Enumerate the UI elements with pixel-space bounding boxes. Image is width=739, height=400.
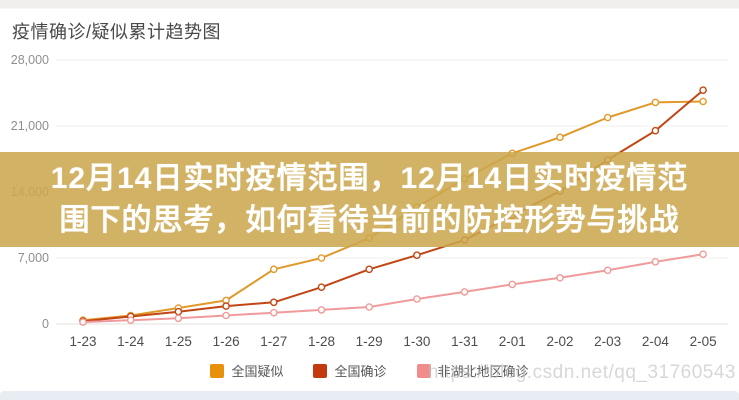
x-axis-tick-label: 1-27 <box>260 334 287 349</box>
chart-title: 疫情确诊/疑似累计趋势图 <box>12 22 221 42</box>
data-point-全国确诊 <box>222 302 230 310</box>
headline-overlay-line1: 12月14日实时疫情范围，12月14日实时疫情范 <box>50 161 689 195</box>
data-point-全国疑似 <box>317 254 326 262</box>
data-point-全国疑似 <box>269 265 278 274</box>
y-axis-tick-label: 28,000 <box>11 53 49 67</box>
series-line-非湖北地区确诊 <box>82 253 705 324</box>
x-axis-tick-label: 2-01 <box>499 334 526 349</box>
x-axis-tick-label: 1-25 <box>165 334 192 349</box>
legend-label: 全国疑似 <box>231 364 284 379</box>
data-point-非湖北地区确诊 <box>269 308 278 317</box>
headline-overlay-line2: 围下的思考，如何看待当前的防控形势与挑战 <box>59 203 680 237</box>
legend-label: 非湖北地区确诊 <box>437 364 529 379</box>
legend-swatch-icon <box>210 363 225 378</box>
legend-item-全国确诊[interactable]: 全国确诊 <box>313 361 387 380</box>
data-point-全国确诊 <box>699 86 707 94</box>
x-axis-tick-label: 2-03 <box>594 334 621 349</box>
chart-legend: 全国疑似 全国确诊 非湖北地区确诊 <box>0 361 739 380</box>
data-point-非湖北地区确诊 <box>126 316 135 325</box>
data-point-非湖北地区确诊 <box>365 303 374 311</box>
data-point-非湖北地区确诊 <box>603 266 612 275</box>
x-axis-tick-label: 2-02 <box>546 334 573 349</box>
data-point-全国确诊 <box>365 265 374 274</box>
data-point-非湖北地区确诊 <box>174 314 183 323</box>
legend-swatch-icon <box>416 363 431 378</box>
data-point-全国疑似 <box>651 98 660 107</box>
data-point-非湖北地区确诊 <box>317 306 326 314</box>
legend-swatch-icon <box>313 363 328 378</box>
y-axis-tick-label: 7,000 <box>18 251 49 265</box>
data-point-全国确诊 <box>269 298 278 307</box>
data-point-非湖北地区确诊 <box>79 318 87 326</box>
data-point-非湖北地区确诊 <box>508 280 517 289</box>
x-axis-tick-label: 1-26 <box>213 334 240 349</box>
data-point-全国疑似 <box>699 97 707 106</box>
x-axis-tick-label: 2-05 <box>690 334 717 349</box>
data-point-非湖北地区确诊 <box>651 257 660 266</box>
y-axis-tick-label: 0 <box>42 317 49 331</box>
x-axis-tick-label: 1-29 <box>356 334 383 349</box>
legend-label: 全国确诊 <box>334 364 387 379</box>
next-card-strip <box>0 391 739 400</box>
x-axis-tick-label: 2-04 <box>642 334 670 349</box>
data-point-非湖北地区确诊 <box>460 288 469 296</box>
legend-item-非湖北地区确诊[interactable]: 非湖北地区确诊 <box>416 361 529 380</box>
x-axis-tick-label: 1-23 <box>69 334 96 349</box>
legend-item-全国疑似[interactable]: 全国疑似 <box>210 361 283 380</box>
x-axis-tick-label: 1-28 <box>308 334 335 349</box>
data-point-全国确诊 <box>317 283 326 292</box>
data-point-非湖北地区确诊 <box>556 273 564 282</box>
data-point-全国疑似 <box>603 113 612 122</box>
data-point-非湖北地区确诊 <box>413 295 421 303</box>
data-point-全国确诊 <box>174 307 183 316</box>
x-axis-tick-label: 1-24 <box>117 334 145 349</box>
y-axis-tick-label: 21,000 <box>11 119 49 133</box>
data-point-非湖北地区确诊 <box>222 311 230 320</box>
data-point-全国疑似 <box>556 133 564 142</box>
data-point-全国确诊 <box>413 251 421 259</box>
x-axis-tick-label: 1-31 <box>451 334 478 349</box>
x-axis-tick-label: 1-30 <box>403 334 430 349</box>
top-page-strip <box>0 0 739 9</box>
headline-overlay-banner: 12月14日实时疫情范围，12月14日实时疫情范 围下的思考，如何看待当前的防控… <box>0 152 739 247</box>
data-point-全国确诊 <box>651 126 660 135</box>
data-point-非湖北地区确诊 <box>699 250 707 258</box>
